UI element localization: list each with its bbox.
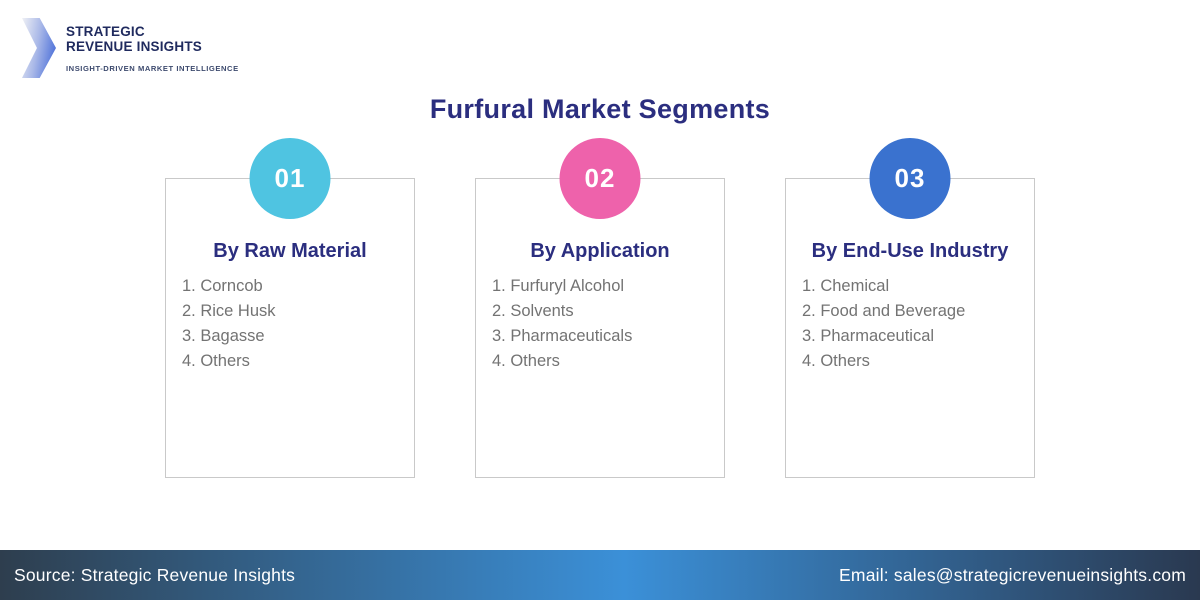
brand-name-line2: REVENUE INSIGHTS	[66, 38, 202, 54]
card-heading: By Raw Material	[213, 240, 367, 262]
number-badge-02: 02	[559, 138, 641, 219]
list-item: 3. Pharmaceuticals	[492, 327, 633, 345]
list-item: 2. Solvents	[492, 302, 574, 320]
brand-logo: STRATEGIC REVENUE INSIGHTS INSIGHT-DRIVE…	[22, 16, 239, 78]
list-item: 3. Pharmaceutical	[802, 327, 935, 345]
brand-tagline: INSIGHT-DRIVEN MARKET INTELLIGENCE	[66, 64, 239, 73]
list-item: 4. Others	[802, 352, 870, 370]
list-item: 4. Others	[492, 352, 560, 370]
segment-cards: 01 By Raw Material 1. Corncob 2. Rice Hu…	[0, 138, 1200, 478]
list-item: 1. Corncob	[182, 277, 263, 295]
footer-email: Email: sales@strategicrevenueinsights.co…	[839, 564, 1186, 585]
list-item: 1. Furfuryl Alcohol	[492, 277, 625, 295]
card-list: 1. Chemical 2. Food and Beverage 3. Phar…	[786, 274, 1034, 374]
card-application: 02 By Application 1. Furfuryl Alcohol 2.…	[475, 138, 725, 478]
card-list: 1. Corncob 2. Rice Husk 3. Bagasse 4. Ot…	[166, 274, 414, 374]
card-end-use-industry: 03 By End-Use Industry 1. Chemical 2. Fo…	[785, 138, 1035, 478]
footer-source: Source: Strategic Revenue Insights	[14, 564, 296, 585]
brand-text-block: STRATEGIC REVENUE INSIGHTS INSIGHT-DRIVE…	[66, 16, 239, 73]
list-item: 2. Rice Husk	[182, 302, 276, 320]
number-badge-03: 03	[869, 138, 951, 219]
list-item: 1. Chemical	[802, 277, 890, 295]
footer-bar: Source: Strategic Revenue Insights Email…	[0, 550, 1200, 600]
page-title: Furfural Market Segments	[429, 94, 771, 124]
list-item: 2. Food and Beverage	[802, 302, 966, 320]
list-item: 4. Others	[182, 352, 250, 370]
card-raw-material: 01 By Raw Material 1. Corncob 2. Rice Hu…	[165, 138, 415, 478]
card-list: 1. Furfuryl Alcohol 2. Solvents 3. Pharm…	[476, 274, 724, 374]
chevron-arrow-icon	[22, 18, 56, 78]
number-badge-01: 01	[249, 138, 331, 219]
brand-name-line1: STRATEGIC	[66, 24, 145, 39]
card-heading: By End-Use Industry	[811, 240, 1009, 262]
list-item: 3. Bagasse	[182, 327, 265, 345]
card-heading: By Application	[530, 240, 670, 262]
